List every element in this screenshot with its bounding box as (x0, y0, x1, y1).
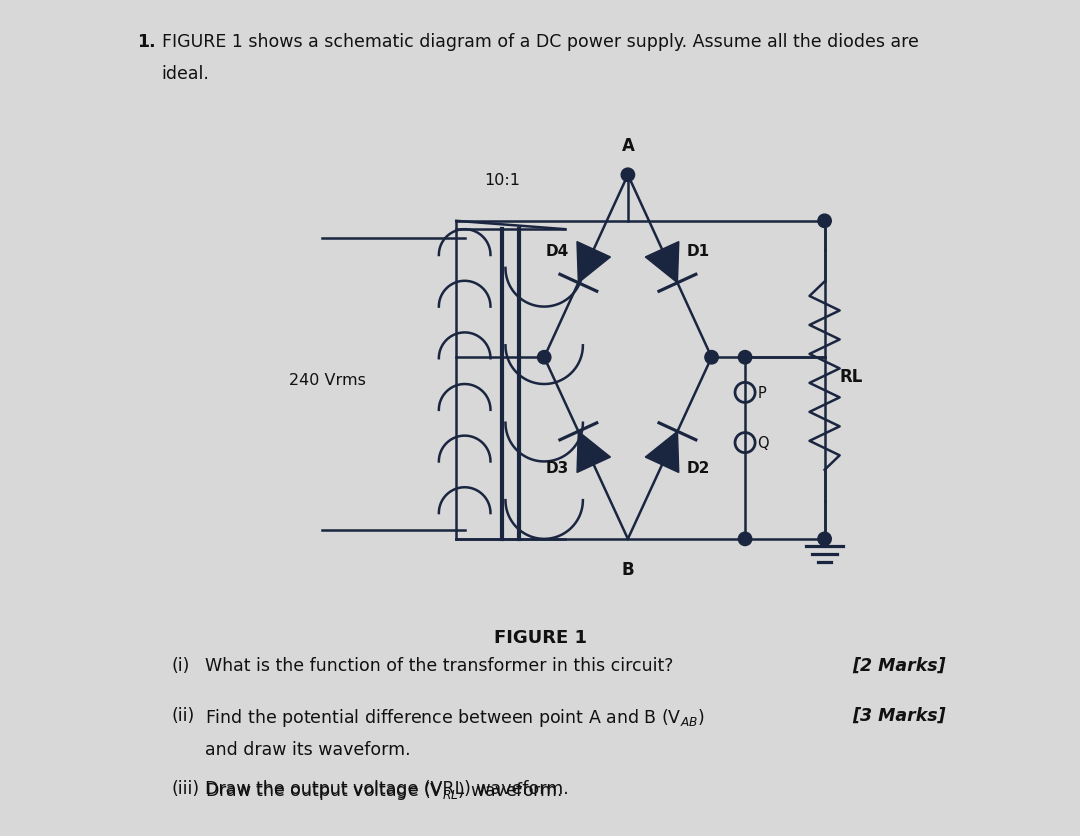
Text: 1.: 1. (136, 33, 156, 52)
Text: Find the potential difference between point A and B (V$_{AB}$): Find the potential difference between po… (205, 706, 704, 728)
Text: [3 Marks]: [3 Marks] (852, 706, 946, 725)
Text: P: P (758, 385, 767, 400)
Text: (iii): (iii) (172, 779, 200, 798)
Text: FIGURE 1: FIGURE 1 (494, 629, 586, 647)
Text: and draw its waveform.: and draw its waveform. (205, 740, 410, 758)
Text: D1: D1 (687, 243, 710, 258)
Text: D2: D2 (687, 461, 710, 476)
Text: What is the function of the transformer in this circuit?: What is the function of the transformer … (205, 656, 674, 675)
Text: 240 Vrms: 240 Vrms (289, 373, 366, 388)
Text: Draw the output voltage (VRL) waveform.: Draw the output voltage (VRL) waveform. (205, 779, 569, 798)
Text: B: B (622, 560, 634, 579)
Text: A: A (621, 136, 634, 155)
Polygon shape (577, 432, 610, 473)
Text: Draw the output voltage (V$_{RL}$) waveform.: Draw the output voltage (V$_{RL}$) wavef… (205, 779, 563, 801)
Circle shape (739, 351, 752, 364)
Text: FIGURE 1 shows a schematic diagram of a DC power supply. Assume all the diodes a: FIGURE 1 shows a schematic diagram of a … (162, 33, 919, 52)
Text: ideal.: ideal. (162, 65, 210, 84)
Circle shape (538, 351, 551, 364)
Circle shape (818, 215, 832, 228)
Circle shape (621, 169, 635, 182)
Circle shape (739, 533, 752, 546)
Text: [2 Marks]: [2 Marks] (852, 656, 946, 675)
Text: (i): (i) (172, 656, 190, 675)
Circle shape (705, 351, 718, 364)
Polygon shape (577, 242, 610, 283)
Polygon shape (646, 432, 678, 473)
Circle shape (818, 533, 832, 546)
Text: D3: D3 (546, 461, 569, 476)
Polygon shape (646, 242, 679, 283)
Text: RL: RL (839, 367, 863, 385)
Text: D4: D4 (546, 243, 569, 258)
Text: (ii): (ii) (172, 706, 195, 725)
Text: 10:1: 10:1 (484, 173, 521, 188)
Text: Q: Q (758, 436, 769, 451)
